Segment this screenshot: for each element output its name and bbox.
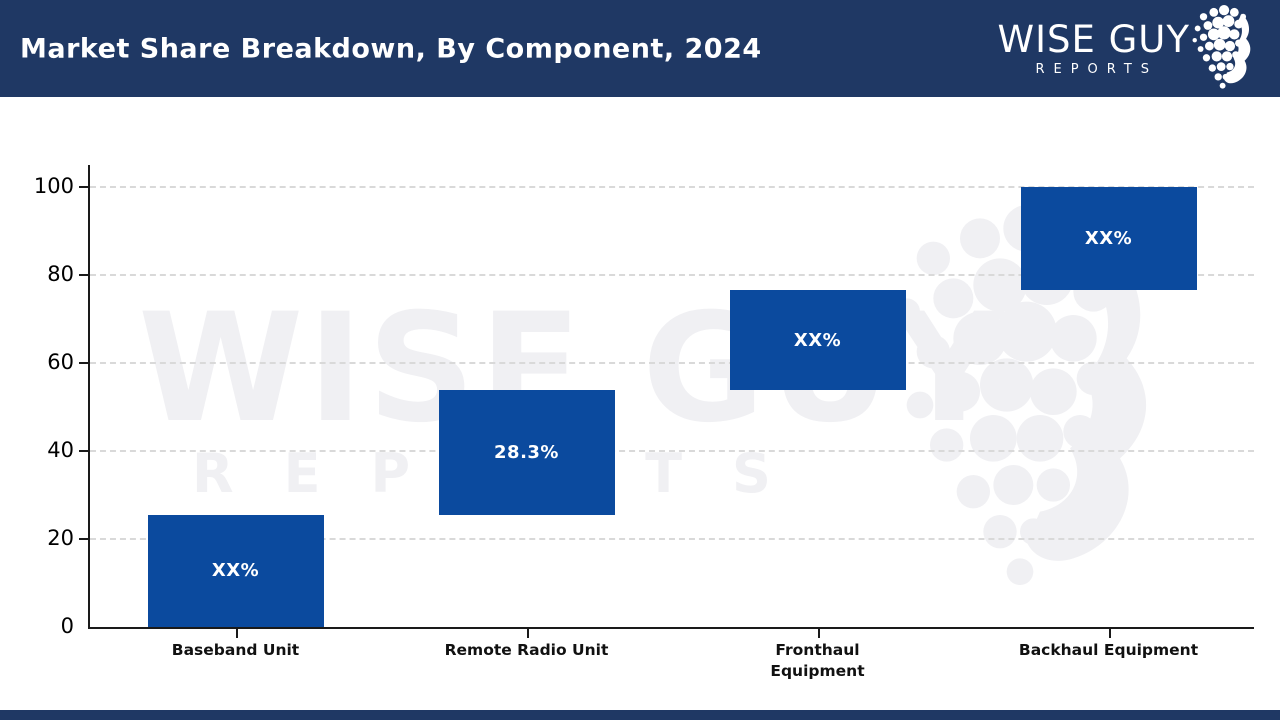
x-axis-label: Remote Radio Unit <box>397 640 657 661</box>
header-bar: Market Share Breakdown, By Component, 20… <box>0 0 1280 97</box>
footer-bar <box>0 710 1280 720</box>
bar-value-label: XX% <box>211 560 260 582</box>
bar-value-label: 28.3% <box>494 442 559 464</box>
y-tick-mark <box>79 450 88 452</box>
bar-value-label: XX% <box>1084 228 1133 250</box>
x-tick-mark <box>1108 629 1111 638</box>
y-tick-label: 60 <box>47 350 74 374</box>
gridline <box>90 538 1254 540</box>
x-tick-mark <box>235 629 238 638</box>
bar-remote-radio-unit: 28.3% <box>438 390 615 515</box>
dotted-head-icon <box>1192 5 1251 89</box>
y-tick-label: 20 <box>47 526 74 550</box>
wise-guy-logo: WISE GUY REPORTS <box>998 4 1264 94</box>
gridline <box>90 274 1254 276</box>
y-tick-label: 100 <box>33 174 74 198</box>
y-tick-mark <box>79 538 88 540</box>
x-tick-mark <box>817 629 820 638</box>
gridline <box>90 362 1254 364</box>
x-axis-label-line: Backhaul Equipment <box>1018 641 1199 659</box>
y-tick-mark <box>79 362 88 364</box>
x-axis-label-line: Fronthaul <box>775 641 860 659</box>
bar-baseband-unit: XX% <box>147 514 324 627</box>
x-axis-label: Fronthaul Equipment <box>688 640 948 682</box>
bar-value-label: XX% <box>793 329 842 351</box>
bar-fronthaul-equipment: XX% <box>729 290 906 391</box>
logo-wiseguy-label: WISE GUY <box>997 18 1190 62</box>
x-axis-label-line: Equipment <box>770 661 865 680</box>
logo-text: WISE GUY REPORTS <box>997 18 1190 77</box>
x-tick-mark <box>526 629 529 638</box>
y-tick-label: 80 <box>47 262 74 286</box>
y-tick-mark <box>79 274 88 276</box>
x-axis-label: Backhaul Equipment <box>979 640 1239 661</box>
y-tick-label: 0 <box>60 614 74 638</box>
gridline <box>90 186 1254 188</box>
x-axis-label-line: Remote Radio Unit <box>444 641 609 659</box>
gridline <box>90 450 1254 452</box>
y-tick-mark <box>79 186 88 188</box>
logo-reports-label: REPORTS <box>1035 61 1159 77</box>
y-tick-label: 40 <box>47 438 74 462</box>
x-axis-label: Baseband Unit <box>106 640 366 661</box>
bar-backhaul-equipment: XX% <box>1020 187 1197 291</box>
plot-area: 0 20 40 60 80 100 XX% Baseband Unit 28.3% Remote … <box>34 165 1254 680</box>
page-title: Market Share Breakdown, By Component, 20… <box>20 33 762 64</box>
x-axis-label-line: Baseband Unit <box>171 641 300 659</box>
